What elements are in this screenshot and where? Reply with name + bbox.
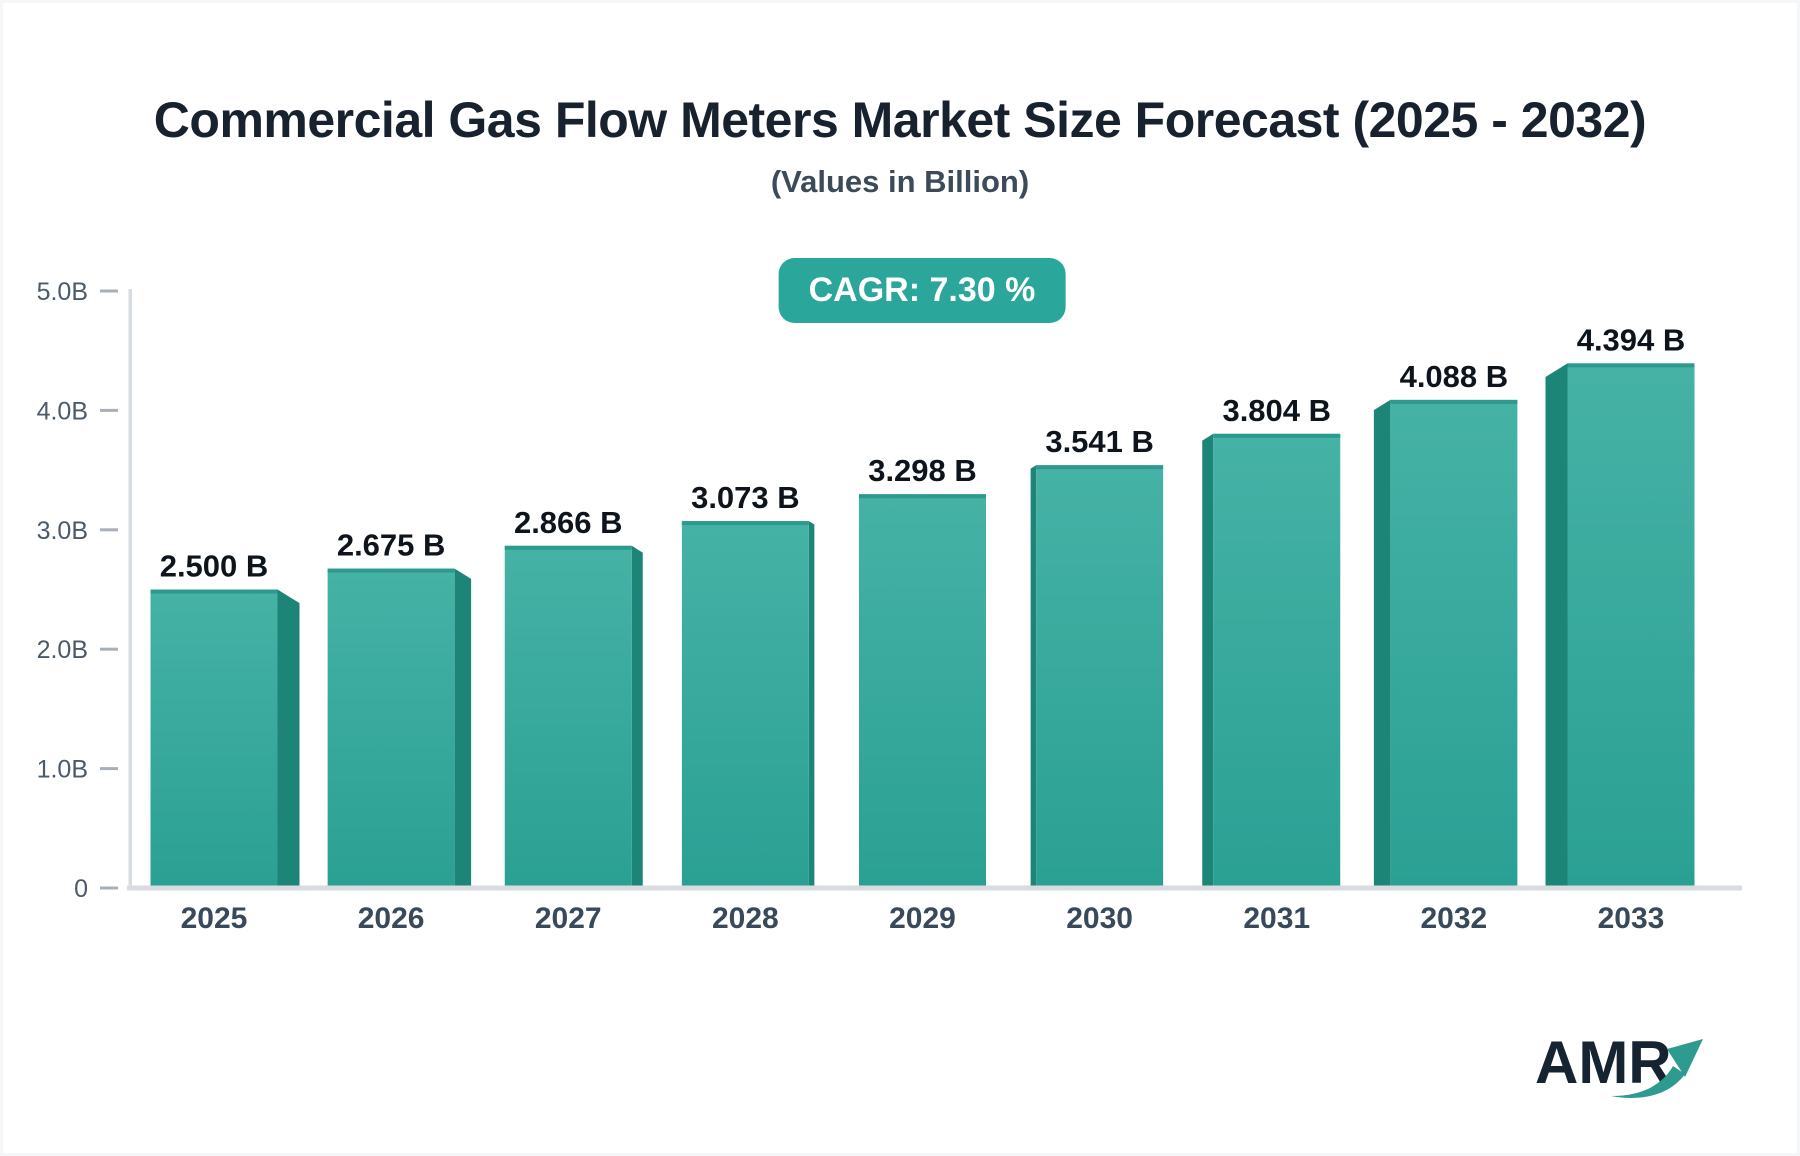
bar-value-label: 3.073 B xyxy=(691,480,800,515)
bar-2030 xyxy=(1036,465,1164,888)
bar-side-2026 xyxy=(454,568,472,888)
y-axis-tick xyxy=(100,408,118,412)
bar-top-edge-2029 xyxy=(859,494,986,499)
x-axis-label: 2033 xyxy=(1598,902,1665,935)
y-axis-tick-label: 3.0B xyxy=(37,517,88,545)
bar-value-label: 3.541 B xyxy=(1045,424,1154,459)
chart-subtitle: (Values in Billion) xyxy=(770,163,1030,199)
y-axis-tick xyxy=(100,289,118,293)
chart-heading: Commercial Gas Flow Meters Market Size F… xyxy=(0,92,1800,200)
growth-arrow-icon xyxy=(1611,1039,1703,1098)
y-axis-tick xyxy=(100,767,118,771)
x-axis-line xyxy=(127,885,1742,891)
x-axis-label: 2025 xyxy=(181,902,248,935)
y-axis-tick-label: 2.0B xyxy=(37,636,88,664)
bar-side-2030 xyxy=(1030,465,1037,888)
bar-top-edge-2031 xyxy=(1213,433,1341,438)
bar-top-edge-2030 xyxy=(1036,465,1164,470)
bar-value-label: 4.394 B xyxy=(1577,322,1686,357)
x-axis-label: 2032 xyxy=(1421,902,1488,935)
bar-value-label: 2.500 B xyxy=(160,549,269,584)
bar-side-2025 xyxy=(277,589,300,888)
bar-top-edge-2027 xyxy=(504,545,632,550)
bar-side-2031 xyxy=(1202,433,1214,888)
y-axis-tick-label: 5.0B xyxy=(37,278,88,306)
bar-top-edge-2026 xyxy=(327,568,455,573)
bar-2026 xyxy=(327,568,455,888)
bar-top-edge-2032 xyxy=(1390,399,1518,404)
bar-value-label: 3.298 B xyxy=(868,453,977,488)
bar-value-label: 3.804 B xyxy=(1222,393,1331,428)
bars-layer: 2.500 B 2025 2.675 B 2026 2.866 B 2027 3.073 B… xyxy=(150,322,1695,935)
bar-2025 xyxy=(150,589,278,888)
bar-top-edge-2033 xyxy=(1567,363,1695,368)
bar-side-2027 xyxy=(631,545,643,888)
axis-layer: 0 1.0B 2.0B 3.0B 4.0B 5.0B xyxy=(37,278,132,903)
x-axis-label: 2026 xyxy=(358,902,425,935)
x-axis-label: 2031 xyxy=(1243,902,1310,935)
overlay-layer xyxy=(127,885,1742,891)
x-axis-label: 2029 xyxy=(889,902,956,935)
bar-2031 xyxy=(1213,433,1341,888)
y-axis-tick-label: 4.0B xyxy=(37,397,88,425)
y-axis-tick xyxy=(100,528,118,532)
bar-2028 xyxy=(681,521,809,888)
x-axis-label: 2027 xyxy=(535,902,602,935)
y-axis-line xyxy=(128,289,132,888)
bar-2029 xyxy=(859,494,986,888)
bar-value-label: 2.675 B xyxy=(337,528,446,563)
bar-side-2033 xyxy=(1545,363,1568,888)
x-axis-label: 2028 xyxy=(712,902,779,935)
bar-top-edge-2025 xyxy=(150,589,278,594)
bar-2027 xyxy=(504,545,632,888)
amr-logo: AMR xyxy=(1535,1028,1715,1108)
bar-value-label: 2.866 B xyxy=(514,505,623,540)
y-axis-tick xyxy=(100,647,118,651)
bar-side-2028 xyxy=(808,521,815,888)
page-title: Commercial Gas Flow Meters Market Size F… xyxy=(153,92,1647,148)
amr-logo-text: AMR xyxy=(1535,1029,1672,1096)
cagr-badge: CAGR: 7.30 % xyxy=(778,258,1066,323)
bar-2032 xyxy=(1390,399,1518,888)
y-axis-tick-label: 1.0B xyxy=(37,756,88,784)
y-axis-tick-label: 0 xyxy=(74,875,88,903)
y-axis-tick xyxy=(100,886,118,890)
bar-side-2032 xyxy=(1373,399,1391,888)
bar-value-label: 4.088 B xyxy=(1400,359,1509,394)
bar-top-edge-2028 xyxy=(681,521,809,526)
bar-2033 xyxy=(1567,363,1695,888)
x-axis-label: 2030 xyxy=(1066,902,1133,935)
